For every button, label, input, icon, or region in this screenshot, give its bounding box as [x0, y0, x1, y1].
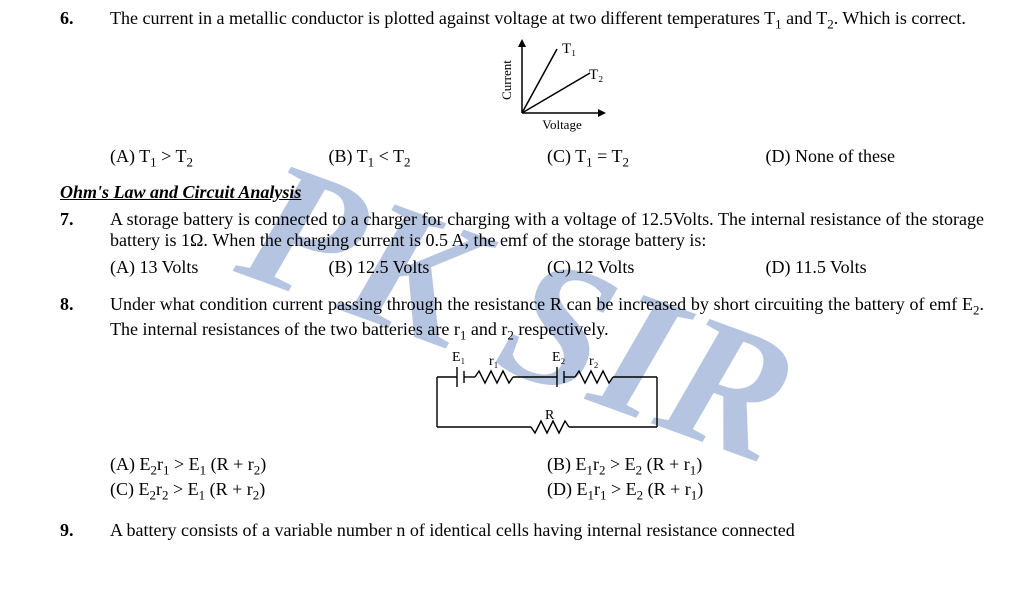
q7-opt-d: (D) 11.5 Volts: [766, 257, 985, 278]
t: (R + r: [205, 479, 253, 499]
q7-body: A storage battery is connected to a char…: [110, 209, 984, 278]
t: (R + r: [206, 454, 254, 474]
iv-graph-svg: T₁ T₂ Current Voltage: [467, 35, 627, 135]
t: ): [259, 479, 265, 499]
q6-options: (A) T1 > T2 (B) T1 < T2 (C) T1 = T2 (D) …: [110, 146, 984, 171]
q7-options: (A) 13 Volts (B) 12.5 Volts (C) 12 Volts…: [110, 257, 984, 278]
q6-text-c: . Which is correct.: [834, 8, 966, 28]
label-r1: r₁: [489, 354, 499, 369]
q7-opt-b: (B) 12.5 Volts: [329, 257, 548, 278]
x-arrow: [598, 109, 606, 117]
t: (R + r: [643, 479, 691, 499]
label-t2: T₂: [589, 67, 603, 83]
q8-text-a: Under what condition current passing thr…: [110, 294, 973, 314]
circuit-wires: [437, 367, 657, 433]
q7-opt-a: (A) 13 Volts: [110, 257, 329, 278]
t: (R + r: [642, 454, 690, 474]
q6-chart: T₁ T₂ Current Voltage: [110, 35, 984, 140]
q6-number: 6.: [60, 8, 110, 170]
question-9: 9. A battery consists of a variable numb…: [60, 520, 984, 541]
t: (A) T: [110, 146, 150, 166]
question-8: 8. Under what condition current passing …: [60, 294, 984, 503]
q9-number: 9.: [60, 520, 110, 541]
s: 2: [186, 154, 192, 169]
t: ): [697, 479, 703, 499]
q7-number: 7.: [60, 209, 110, 278]
q8-body: Under what condition current passing thr…: [110, 294, 984, 503]
s: 2: [404, 154, 410, 169]
t: > E: [168, 479, 198, 499]
y-arrow: [518, 39, 526, 47]
q8-circuit: E₁ r₁ E₂ r₂ R: [110, 347, 984, 452]
question-7: 7. A storage battery is connected to a c…: [60, 209, 984, 278]
page-content: 6. The current in a metallic conductor i…: [0, 0, 1024, 541]
t: (A) E: [110, 454, 150, 474]
q6-body: The current in a metallic conductor is p…: [110, 8, 984, 170]
t: (C) E: [110, 479, 150, 499]
q8-number: 8.: [60, 294, 110, 503]
q6-text-a: The current in a metallic conductor is p…: [110, 8, 775, 28]
q7-text: A storage battery is connected to a char…: [110, 209, 984, 250]
t: = T: [593, 146, 623, 166]
q6-opt-a: (A) T1 > T2: [110, 146, 329, 171]
q8-options-row2: (C) E2r2 > E1 (R + r2) (D) E1r1 > E2 (R …: [110, 479, 984, 504]
q6-opt-b: (B) T1 < T2: [329, 146, 548, 171]
t: (C) T: [547, 146, 586, 166]
s: 2: [622, 154, 628, 169]
t: (D) E: [547, 479, 587, 499]
label-e1: E₁: [452, 350, 465, 365]
q8-opt-c: (C) E2r2 > E1 (R + r2): [110, 479, 547, 504]
t: ): [260, 454, 266, 474]
label-R: R: [545, 408, 555, 423]
t: (B) E: [547, 454, 587, 474]
q6-opt-d: (D) None of these: [766, 146, 985, 171]
q8-opt-d: (D) E1r1 > E2 (R + r1): [547, 479, 984, 504]
q8-opt-a: (A) E2r1 > E1 (R + r2): [110, 454, 547, 479]
label-t1: T₁: [562, 41, 576, 57]
label-r2: r₂: [589, 354, 599, 369]
t: < T: [374, 146, 404, 166]
t: > E: [606, 479, 636, 499]
t: > T: [157, 146, 187, 166]
q8-options-row1: (A) E2r1 > E1 (R + r2) (B) E1r2 > E2 (R …: [110, 454, 984, 479]
t: (B) T: [329, 146, 368, 166]
q6-opt-c: (C) T1 = T2: [547, 146, 766, 171]
q6-text-b: and T: [782, 8, 828, 28]
q8-text-d: respectively.: [514, 319, 609, 339]
q9-text: A battery consists of a variable number …: [110, 520, 795, 540]
q7-opt-c: (C) 12 Volts: [547, 257, 766, 278]
y-label: Current: [499, 59, 514, 99]
t: > E: [169, 454, 199, 474]
circuit-svg: E₁ r₁ E₂ r₂ R: [397, 347, 697, 447]
q8-text-c: and r: [466, 319, 507, 339]
t: ): [696, 454, 702, 474]
x-label: Voltage: [542, 117, 582, 132]
q9-body: A battery consists of a variable number …: [110, 520, 984, 541]
label-e2: E₂: [552, 350, 566, 365]
question-6: 6. The current in a metallic conductor i…: [60, 8, 984, 170]
section-title: Ohm's Law and Circuit Analysis: [60, 182, 984, 203]
t: > E: [605, 454, 635, 474]
q8-opt-b: (B) E1r2 > E2 (R + r1): [547, 454, 984, 479]
